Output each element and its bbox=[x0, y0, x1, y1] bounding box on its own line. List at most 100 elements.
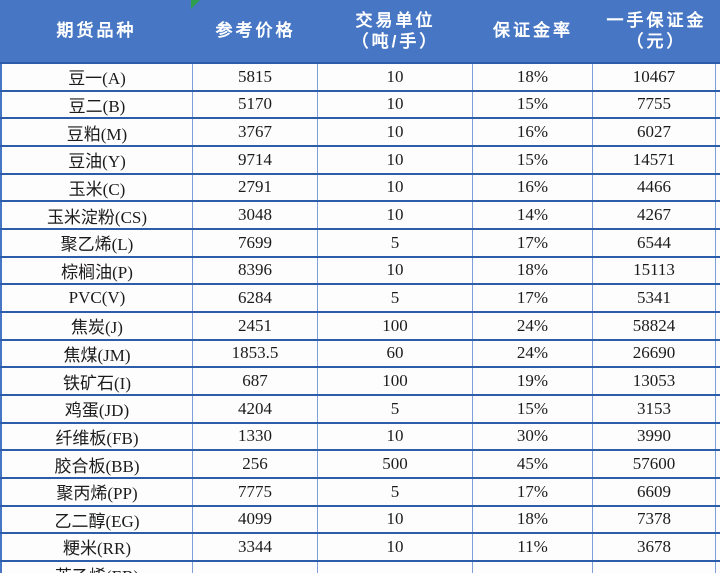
cell-price[interactable]: 1330 bbox=[193, 423, 318, 450]
cell-rate[interactable]: 16% bbox=[473, 174, 593, 201]
cell-unit[interactable]: 5 bbox=[318, 229, 473, 256]
cell-margin[interactable]: 4267 bbox=[593, 202, 716, 228]
header-cell-unit[interactable]: 交易单位 （吨/手） bbox=[318, 0, 473, 62]
cell-margin[interactable]: 14571 bbox=[593, 146, 716, 173]
cell-unit[interactable]: 100 bbox=[318, 312, 473, 339]
cell-variety[interactable]: 豆油(Y) bbox=[0, 146, 193, 173]
cell-price[interactable]: 4204 bbox=[193, 395, 318, 422]
cell-variety[interactable]: 纤维板(FB) bbox=[0, 423, 193, 450]
cell-price[interactable]: 4099 bbox=[193, 506, 318, 533]
cell-variety[interactable]: 聚乙烯(L) bbox=[0, 229, 193, 256]
cell-price[interactable]: 7775 bbox=[193, 478, 318, 505]
cell-price[interactable]: 2791 bbox=[193, 174, 318, 201]
cell-margin[interactable]: 3153 bbox=[593, 395, 716, 422]
cell-margin[interactable]: 4466 bbox=[593, 174, 716, 201]
cell-rate[interactable]: 18% bbox=[473, 64, 593, 90]
cell-price[interactable]: 5170 bbox=[193, 91, 318, 118]
cell-price[interactable]: 256 bbox=[193, 451, 318, 477]
cell-unit[interactable]: 10 bbox=[318, 91, 473, 118]
cell-price[interactable]: 6284 bbox=[193, 285, 318, 311]
cell-unit[interactable]: 10 bbox=[318, 202, 473, 228]
cell-margin[interactable]: 6544 bbox=[593, 229, 716, 256]
header-cell-margin[interactable]: 一手保证金 （元） bbox=[593, 0, 720, 62]
cell-rate[interactable]: 24% bbox=[473, 312, 593, 339]
cell-rate[interactable]: 18% bbox=[473, 506, 593, 533]
cell-margin[interactable]: 6609 bbox=[593, 478, 716, 505]
cell-unit[interactable]: 10 bbox=[318, 423, 473, 450]
cell-rate[interactable]: 16% bbox=[473, 119, 593, 145]
cell-variety[interactable]: 鸡蛋(JD) bbox=[0, 395, 193, 422]
cell-rate[interactable]: 17% bbox=[473, 285, 593, 311]
cell-rate[interactable]: 11% bbox=[473, 534, 593, 560]
cell-rate[interactable]: 24% bbox=[473, 340, 593, 367]
cell-unit[interactable]: 60 bbox=[318, 340, 473, 367]
cell-margin[interactable]: 6027 bbox=[593, 119, 716, 145]
cell-variety[interactable]: PVC(V) bbox=[0, 285, 193, 311]
cell-price[interactable]: 2451 bbox=[193, 312, 318, 339]
cell-unit[interactable]: 5 bbox=[318, 395, 473, 422]
cell-variety[interactable]: 玉米淀粉(CS) bbox=[0, 202, 193, 228]
cell-unit[interactable]: 100 bbox=[318, 368, 473, 394]
cell-margin[interactable]: 13053 bbox=[593, 368, 716, 394]
cell-margin[interactable]: 15113 bbox=[593, 257, 716, 284]
cell-price[interactable]: 3048 bbox=[193, 202, 318, 228]
cell-rate[interactable] bbox=[473, 561, 593, 573]
cell-unit[interactable]: 5 bbox=[318, 478, 473, 505]
cell-unit[interactable]: 10 bbox=[318, 257, 473, 284]
cell-unit[interactable]: 5 bbox=[318, 285, 473, 311]
cell-variety[interactable]: 玉米(C) bbox=[0, 174, 193, 201]
cell-variety[interactable]: 苯乙烯(EB) bbox=[0, 561, 193, 573]
cell-unit[interactable]: 10 bbox=[318, 146, 473, 173]
cell-rate[interactable]: 14% bbox=[473, 202, 593, 228]
cell-rate[interactable]: 19% bbox=[473, 368, 593, 394]
cell-margin[interactable]: 7378 bbox=[593, 506, 716, 533]
cell-price[interactable]: 3344 bbox=[193, 534, 318, 560]
cell-margin[interactable]: 3990 bbox=[593, 423, 716, 450]
header-cell-rate[interactable]: 保证金率 bbox=[473, 0, 593, 62]
cell-variety[interactable]: 棕榈油(P) bbox=[0, 257, 193, 284]
cell-variety[interactable]: 豆二(B) bbox=[0, 91, 193, 118]
cell-unit[interactable]: 10 bbox=[318, 174, 473, 201]
cell-variety[interactable]: 豆粕(M) bbox=[0, 119, 193, 145]
cell-rate[interactable]: 17% bbox=[473, 229, 593, 256]
cell-margin[interactable]: 5341 bbox=[593, 285, 716, 311]
cell-rate[interactable]: 17% bbox=[473, 478, 593, 505]
cell-price[interactable]: 7699 bbox=[193, 229, 318, 256]
cell-variety[interactable]: 聚丙烯(PP) bbox=[0, 478, 193, 505]
cell-margin[interactable]: 57600 bbox=[593, 451, 716, 477]
cell-price[interactable]: 9714 bbox=[193, 146, 318, 173]
cell-variety[interactable]: 焦炭(J) bbox=[0, 312, 193, 339]
cell-price[interactable]: 5815 bbox=[193, 64, 318, 90]
cell-variety[interactable]: 豆一(A) bbox=[0, 64, 193, 90]
cell-variety[interactable]: 焦煤(JM) bbox=[0, 340, 193, 367]
cell-price[interactable]: 687 bbox=[193, 368, 318, 394]
cell-rate[interactable]: 15% bbox=[473, 395, 593, 422]
cell-price[interactable]: 3767 bbox=[193, 119, 318, 145]
cell-rate[interactable]: 18% bbox=[473, 257, 593, 284]
cell-variety[interactable]: 胶合板(BB) bbox=[0, 451, 193, 477]
cell-variety[interactable]: 粳米(RR) bbox=[0, 534, 193, 560]
cell-unit[interactable]: 500 bbox=[318, 451, 473, 477]
cell-margin[interactable]: 26690 bbox=[593, 340, 716, 367]
cell-price[interactable]: 8396 bbox=[193, 257, 318, 284]
cell-rate[interactable]: 15% bbox=[473, 146, 593, 173]
cell-price[interactable]: 1853.5 bbox=[193, 340, 318, 367]
cell-margin[interactable] bbox=[593, 561, 716, 573]
cell-margin[interactable]: 58824 bbox=[593, 312, 716, 339]
cell-margin[interactable]: 7755 bbox=[593, 91, 716, 118]
header-cell-price[interactable]: 参考价格 bbox=[193, 0, 318, 62]
cell-unit[interactable]: 10 bbox=[318, 534, 473, 560]
cell-margin[interactable]: 10467 bbox=[593, 64, 716, 90]
cell-rate[interactable]: 15% bbox=[473, 91, 593, 118]
cell-variety[interactable]: 铁矿石(I) bbox=[0, 368, 193, 394]
cell-unit[interactable]: 10 bbox=[318, 64, 473, 90]
header-cell-variety[interactable]: 期货品种 bbox=[0, 0, 193, 62]
cell-price[interactable] bbox=[193, 561, 318, 573]
cell-rate[interactable]: 30% bbox=[473, 423, 593, 450]
cell-unit[interactable] bbox=[318, 561, 473, 573]
cell-unit[interactable]: 10 bbox=[318, 506, 473, 533]
cell-rate[interactable]: 45% bbox=[473, 451, 593, 477]
cell-unit[interactable]: 10 bbox=[318, 119, 473, 145]
cell-margin[interactable]: 3678 bbox=[593, 534, 716, 560]
cell-variety[interactable]: 乙二醇(EG) bbox=[0, 506, 193, 533]
